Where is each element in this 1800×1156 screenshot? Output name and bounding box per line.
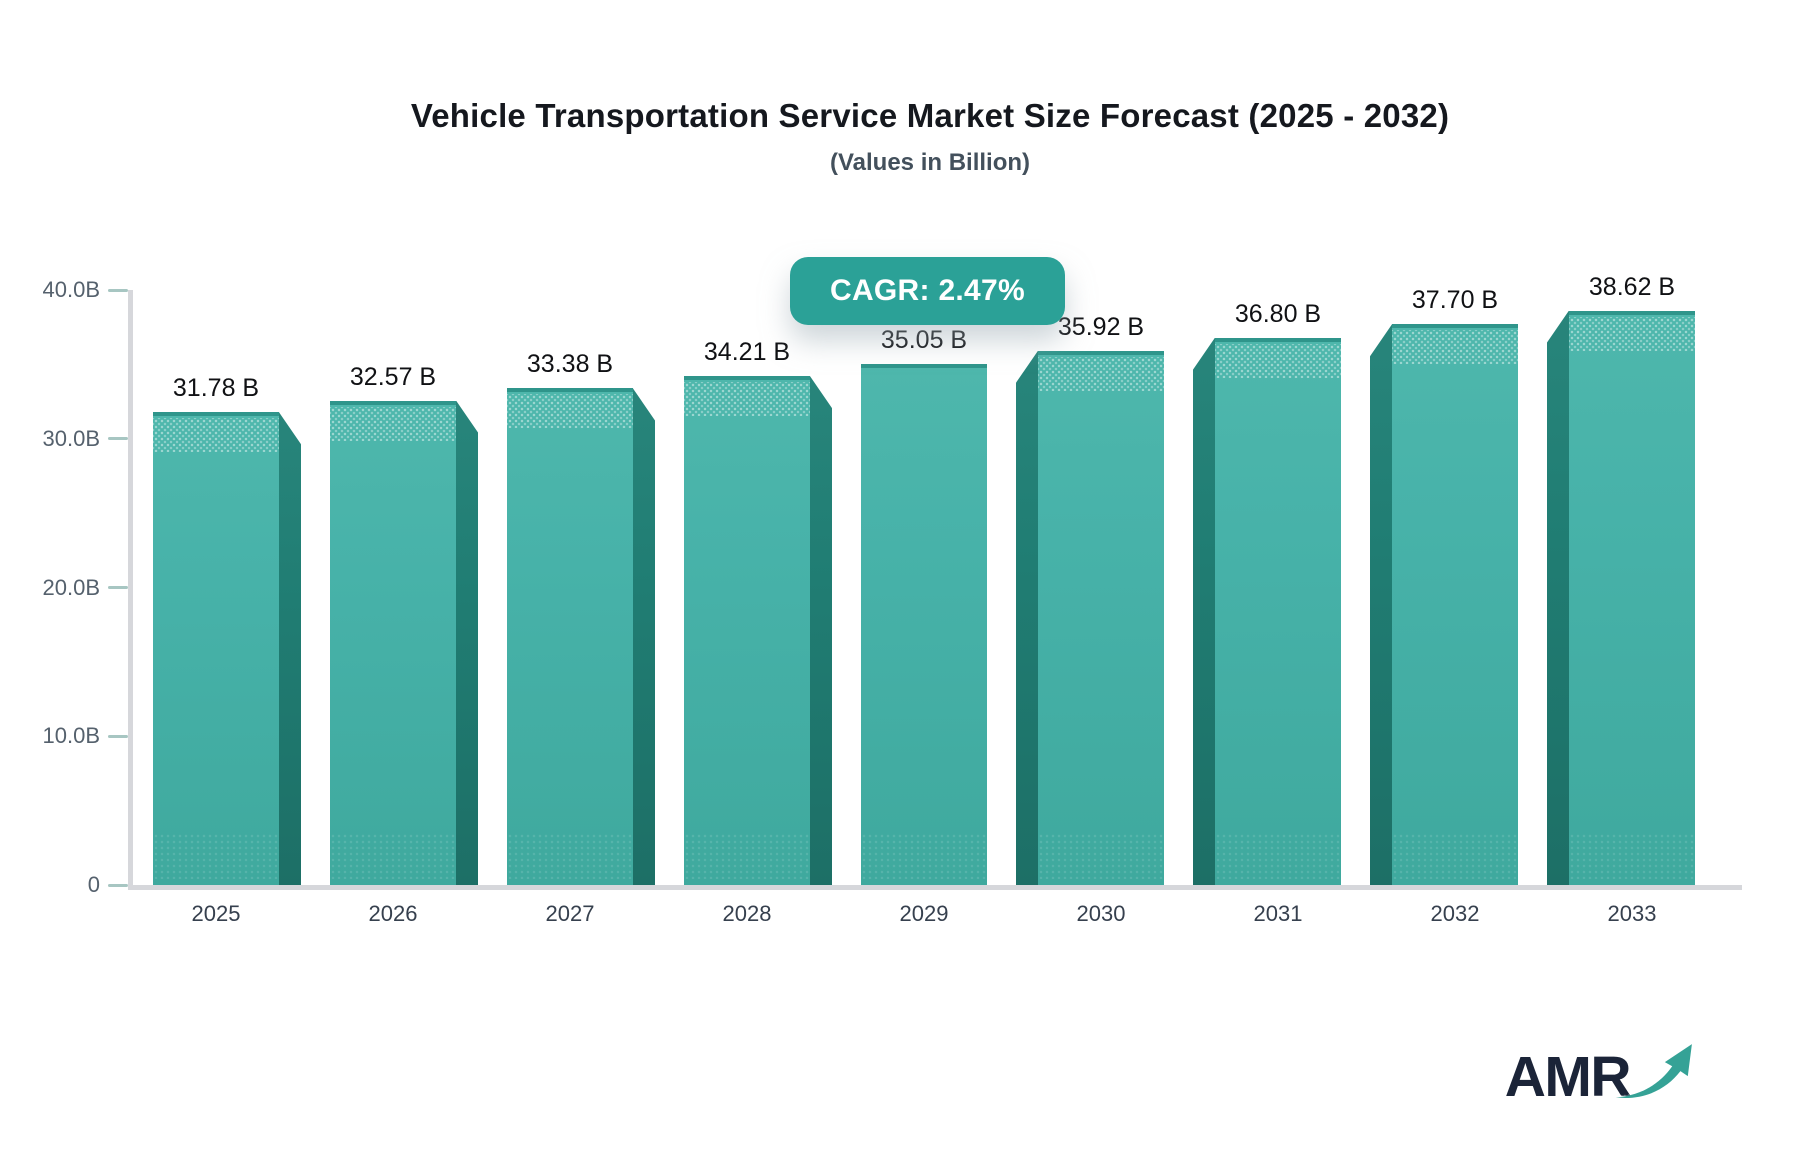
x-axis-label: 2032 — [1430, 901, 1480, 926]
y-tick-label: 40.0B — [42, 277, 101, 302]
chart-subtitle: (Values in Billion) — [829, 149, 1031, 176]
bar — [153, 412, 279, 885]
bar-3d-side — [1547, 310, 1569, 885]
bar-value-label: 34.21 B — [703, 338, 791, 367]
y-tick-mark — [108, 437, 128, 441]
y-tick-mark — [108, 288, 128, 292]
y-tick-label: 20.0B — [42, 574, 101, 600]
y-tick-mark — [108, 883, 128, 887]
bar-value-label: 31.78 B — [172, 374, 260, 403]
x-axis-label: 2025 — [191, 901, 241, 926]
amr-logo-text: AMR — [1504, 1044, 1632, 1109]
y-tick-label: 10.0B — [42, 723, 101, 749]
amr-logo: AMR — [1505, 1044, 1696, 1110]
y-axis-line — [128, 290, 133, 888]
cagr-badge-label: CAGR: 2.47% — [829, 274, 1026, 307]
bar-value-label: 33.38 B — [526, 350, 614, 379]
bar-value-label: 37.70 B — [1411, 286, 1499, 315]
y-tick-mark — [108, 734, 128, 738]
bar-3d-side — [456, 400, 478, 885]
x-axis-label: 2030 — [1076, 901, 1126, 926]
y-tick-label: 0 — [87, 872, 100, 897]
growth-arrow-icon — [1615, 1044, 1692, 1098]
cagr-badge: CAGR: 2.47% — [790, 257, 1065, 325]
bar-3d-side — [279, 412, 301, 885]
bar-3d-side — [1370, 324, 1392, 885]
x-axis-label: 2029 — [899, 901, 949, 926]
x-axis-label: 2026 — [368, 901, 418, 926]
bar-3d-side — [1016, 350, 1038, 885]
bar — [330, 400, 456, 885]
bar-3d-side — [633, 388, 655, 885]
bar — [861, 363, 987, 885]
chart-title: Vehicle Transportation Service Market Si… — [410, 97, 1450, 134]
bar — [1392, 324, 1518, 885]
x-axis-label: 2031 — [1253, 901, 1303, 926]
bar — [1038, 350, 1164, 885]
x-axis-label: 2028 — [722, 901, 772, 926]
bar-value-label: 35.92 B — [1057, 312, 1145, 341]
bar — [1569, 310, 1695, 885]
bar — [1215, 337, 1341, 885]
x-axis-line — [128, 885, 1742, 890]
bar-value-label: 36.80 B — [1234, 299, 1322, 328]
y-tick-label: 30.0B — [42, 425, 101, 451]
bar-3d-side — [1193, 337, 1215, 885]
x-axis-label: 2033 — [1607, 901, 1657, 926]
bar-value-label: 38.62 B — [1588, 272, 1676, 301]
y-tick-mark — [108, 586, 128, 589]
bar-value-label: 35.05 B — [880, 325, 968, 354]
bar — [684, 376, 810, 885]
bar-value-label: 32.57 B — [349, 362, 437, 391]
bar-3d-side — [810, 376, 832, 885]
x-axis-label: 2027 — [545, 901, 595, 926]
bar — [507, 388, 633, 885]
